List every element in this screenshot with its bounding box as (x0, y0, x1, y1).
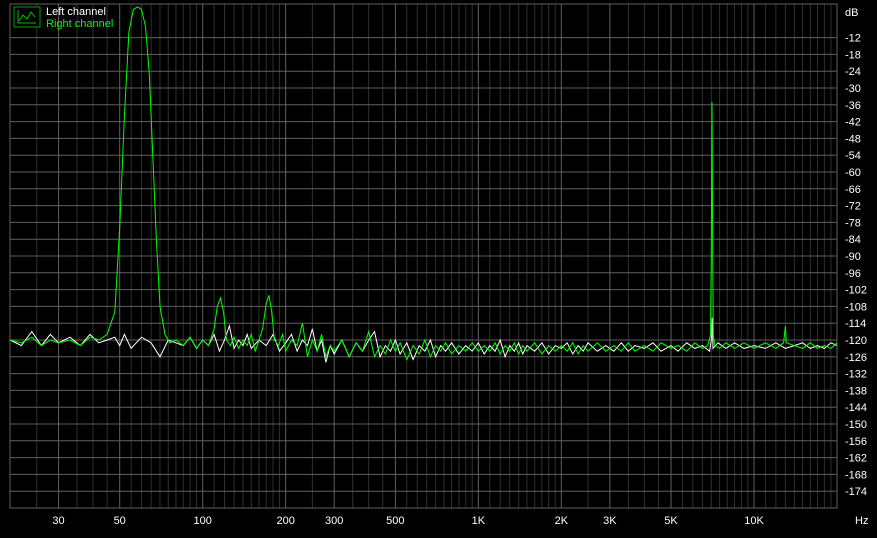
y-tick-label: -132 (845, 369, 867, 381)
y-tick-label: -60 (845, 167, 861, 179)
legend-left-label: Left channel (46, 6, 106, 18)
y-tick-label: -12 (845, 33, 861, 45)
y-tick-label: -18 (845, 49, 861, 61)
y-tick-label: -42 (845, 117, 861, 129)
x-tick-label: 3K (603, 515, 617, 527)
y-tick-label: -156 (845, 436, 867, 448)
x-tick-label: 10K (744, 515, 764, 527)
y-tick-label: -72 (845, 201, 861, 213)
x-tick-label: 5K (664, 515, 678, 527)
x-tick-label: 2K (555, 515, 569, 527)
y-tick-label: -114 (845, 318, 866, 330)
y-tick-label: -66 (845, 184, 861, 196)
y-tick-label: -150 (845, 419, 867, 431)
y-tick-label: -126 (845, 352, 867, 364)
y-tick-label: -108 (845, 301, 867, 313)
x-tick-label: 300 (325, 515, 343, 527)
x-axis-unit: Hz (855, 515, 868, 527)
y-tick-label: -84 (845, 234, 861, 246)
y-tick-label: -120 (845, 335, 867, 347)
y-tick-label: -144 (845, 402, 867, 414)
x-tick-label: 200 (276, 515, 294, 527)
y-tick-label: -48 (845, 133, 861, 145)
y-axis-unit: dB (845, 7, 858, 19)
y-tick-label: -36 (845, 100, 861, 112)
y-tick-label: -102 (845, 285, 867, 297)
x-tick-label: 1K (472, 515, 486, 527)
y-tick-label: -168 (845, 469, 867, 481)
x-tick-label: 50 (114, 515, 126, 527)
spectrum-chart: 30 50 100 200 300 500 1K 2K 3K 5K 10K Hz -12 -18 -24 -3… (0, 0, 877, 538)
y-tick-label: -24 (845, 66, 861, 78)
y-tick-label: -54 (845, 150, 861, 162)
y-tick-label: -30 (845, 83, 861, 95)
y-tick-label: -162 (845, 453, 867, 465)
x-tick-label: 30 (52, 515, 64, 527)
chart-svg: 30 50 100 200 300 500 1K 2K 3K 5K 10K Hz -12 -18 -24 -3… (0, 0, 877, 538)
y-tick-label: -138 (845, 385, 867, 397)
x-tick-label: 500 (386, 515, 404, 527)
y-tick-label: -174 (845, 486, 867, 498)
legend-right-label: Right channel (46, 18, 113, 30)
y-tick-label: -96 (845, 268, 861, 280)
y-tick-label: -90 (845, 251, 861, 263)
x-tick-label: 100 (194, 515, 212, 527)
y-tick-label: -78 (845, 217, 861, 229)
